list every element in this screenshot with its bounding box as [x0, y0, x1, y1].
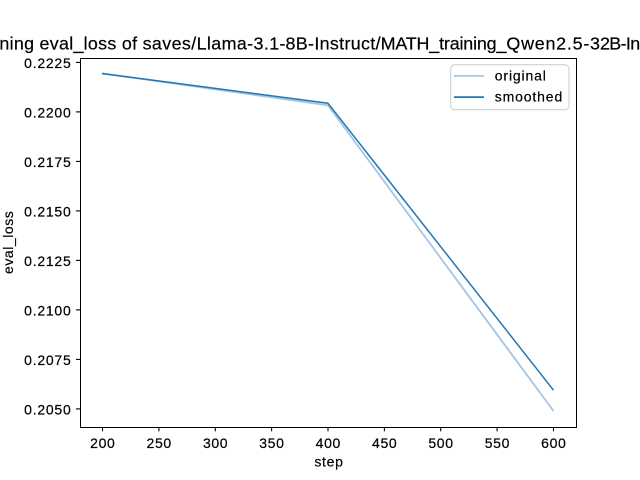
svg-text:0.2150: 0.2150 — [24, 203, 71, 219]
svg-text:0.2200: 0.2200 — [24, 104, 71, 120]
svg-text:eval_loss: eval_loss — [0, 211, 16, 274]
svg-text:0.2100: 0.2100 — [24, 302, 71, 318]
svg-text:2B-In: 2B-In — [600, 34, 640, 54]
svg-text:original: original — [495, 67, 547, 83]
svg-text:450: 450 — [372, 435, 397, 451]
svg-text:350: 350 — [259, 435, 284, 451]
svg-text:0.2175: 0.2175 — [24, 154, 71, 170]
svg-text:0.2050: 0.2050 — [24, 401, 71, 417]
svg-text:0.2225: 0.2225 — [24, 55, 71, 71]
svg-text:ning eval_loss of: ning eval_loss of — [0, 34, 142, 55]
svg-text:600: 600 — [541, 435, 566, 451]
svg-text:0.2075: 0.2075 — [24, 352, 71, 368]
svg-text:step: step — [314, 454, 343, 470]
svg-text:500: 500 — [428, 435, 453, 451]
svg-text:250: 250 — [147, 435, 172, 451]
svg-text:300: 300 — [203, 435, 228, 451]
svg-text:8B-Instruct/: 8B-Instruct/ — [286, 34, 381, 54]
svg-text:550: 550 — [485, 435, 510, 451]
svg-text:MATH_training_: MATH_training_ — [381, 34, 508, 55]
svg-text:saves/Llama-3.1-: saves/Llama-3.1- — [143, 34, 286, 54]
svg-text:200: 200 — [90, 435, 115, 451]
svg-text:smoothed: smoothed — [495, 89, 563, 105]
svg-text:Qwen2.5-3: Qwen2.5-3 — [506, 34, 600, 54]
svg-text:0.2125: 0.2125 — [24, 253, 71, 269]
svg-text:400: 400 — [316, 435, 341, 451]
